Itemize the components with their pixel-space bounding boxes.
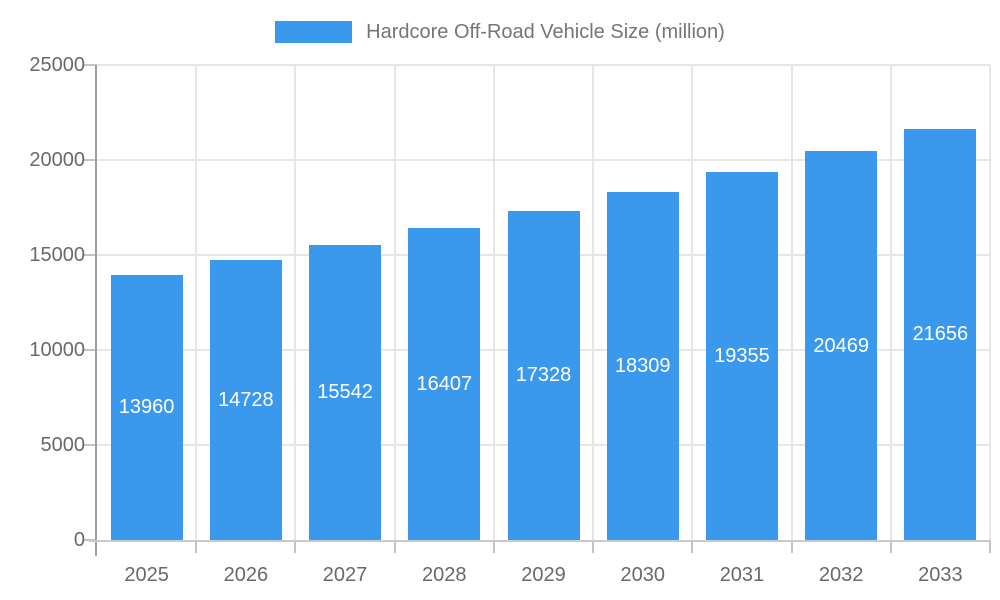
x-tick <box>592 540 595 553</box>
bar-2031[interactable] <box>705 172 778 540</box>
gridline-v <box>691 65 694 540</box>
y-axis-line <box>95 65 97 556</box>
y-axis-label: 0 <box>73 529 85 551</box>
x-tick <box>989 540 991 553</box>
y-axis-label: 15000 <box>29 244 85 266</box>
chart-legend[interactable]: Hardcore Off-Road Vehicle Size (million) <box>0 21 1000 43</box>
bar-value-label: 15542 <box>317 381 373 404</box>
y-axis-label: 5000 <box>40 434 86 456</box>
y-axis-label: 10000 <box>29 339 85 361</box>
bar-value-label: 20469 <box>813 334 869 357</box>
bar-2030[interactable] <box>606 192 679 540</box>
bar-2029[interactable] <box>507 210 580 540</box>
bar-2033[interactable] <box>904 128 977 540</box>
bar-2028[interactable] <box>408 228 481 540</box>
x-tick <box>294 540 297 553</box>
gridline-h <box>97 64 990 66</box>
bar-2027[interactable] <box>309 244 382 540</box>
bar-value-label: 16407 <box>416 373 473 396</box>
bar-value-label: 13960 <box>118 396 175 419</box>
x-tick <box>393 540 396 553</box>
gridline-v <box>889 65 892 540</box>
x-axis-label: 2029 <box>521 564 566 586</box>
x-axis-label: 2032 <box>818 564 864 586</box>
x-axis-label: 2033 <box>918 564 963 586</box>
gridline-v <box>492 65 495 540</box>
y-tick <box>83 64 97 66</box>
gridline-v <box>195 65 198 540</box>
y-tick <box>83 254 97 256</box>
bar-value-label: 18309 <box>614 355 671 378</box>
x-axis-label: 2025 <box>124 564 169 586</box>
bar-value-label: 21656 <box>912 323 969 346</box>
y-tick <box>83 159 97 161</box>
bar-2025[interactable] <box>110 274 183 540</box>
legend-swatch-icon <box>275 21 353 43</box>
x-axis-label: 2028 <box>422 564 467 586</box>
gridline-h <box>97 159 990 161</box>
y-tick <box>83 444 97 446</box>
gridline-v <box>790 65 793 540</box>
x-tick <box>492 540 495 553</box>
bar-value-label: 19355 <box>714 345 770 368</box>
legend-label: Hardcore Off-Road Vehicle Size (million) <box>366 21 725 43</box>
bar-value-label: 14728 <box>218 389 274 412</box>
x-axis-label: 2030 <box>620 564 665 586</box>
x-axis-label: 2027 <box>322 564 368 586</box>
gridline-v <box>294 65 297 540</box>
gridline-v <box>989 65 991 540</box>
bar-2032[interactable] <box>805 151 878 540</box>
gridline-v <box>592 65 595 540</box>
x-axis-label: 2031 <box>719 564 765 586</box>
x-tick <box>195 540 198 553</box>
x-tick <box>691 540 694 553</box>
y-axis-label: 25000 <box>29 54 85 76</box>
y-axis-label: 20000 <box>29 149 85 171</box>
y-tick <box>83 349 97 351</box>
bar-value-label: 17328 <box>515 364 572 387</box>
bar-2026[interactable] <box>209 260 282 540</box>
x-axis-label: 2026 <box>223 564 269 586</box>
x-tick <box>790 540 793 553</box>
x-tick <box>889 540 892 553</box>
gridline-v <box>393 65 396 540</box>
x-axis-line <box>89 540 990 542</box>
